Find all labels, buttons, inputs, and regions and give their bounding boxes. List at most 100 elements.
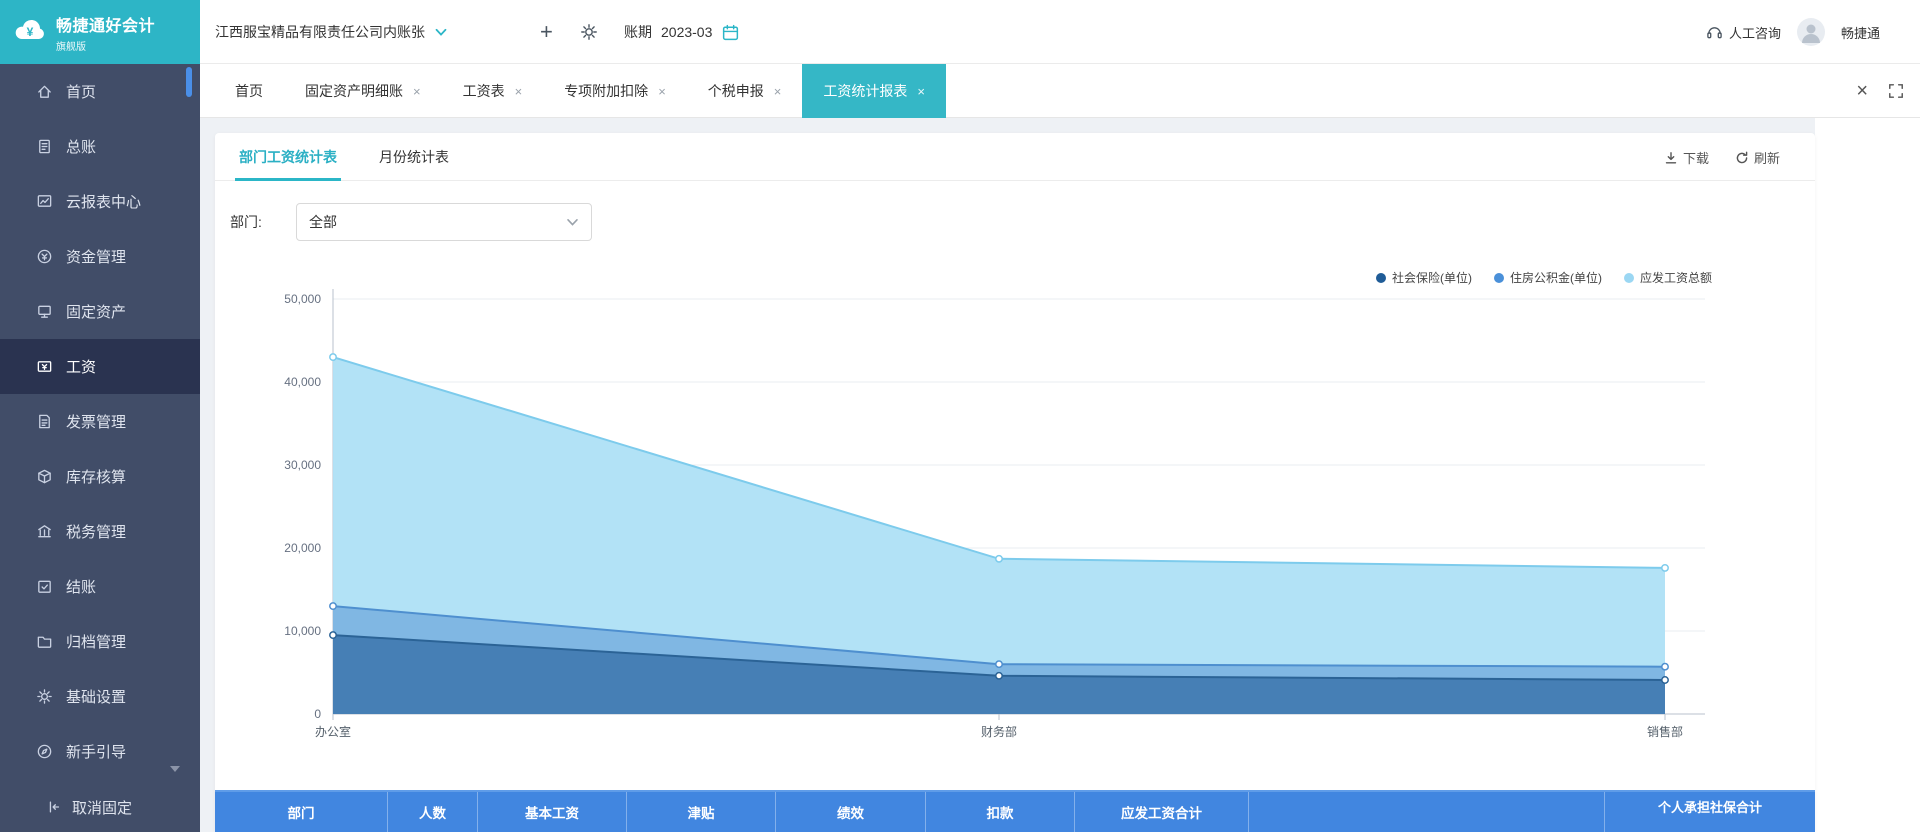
support-button[interactable]: 人工咨询 [1706,23,1781,42]
tab-4[interactable]: 个税申报 × [687,64,803,118]
sidebar-item-salary[interactable]: 工资 [0,339,200,394]
sidebar-item-home[interactable]: 首页 [0,64,200,119]
legend-label: 住房公积金(单位) [1509,271,1602,285]
tab-label: 工资表 [462,83,505,99]
tab-close-icon[interactable]: × [917,83,925,99]
chevron-down-icon [435,28,447,37]
legend-item[interactable]: 住房公积金(单位) [1493,269,1602,286]
legend-dot-icon [1623,272,1634,283]
tab-close-icon[interactable]: × [658,83,666,99]
column-header: 绩效 [776,792,926,832]
sidebar-item-label: 基础设置 [66,689,127,706]
subtab-0[interactable]: 部门工资统计表 [235,133,341,181]
tab-label: 首页 [235,83,263,99]
tab-label: 专项附加扣除 [564,83,649,99]
column-spacer [1249,792,1605,832]
unpin-label: 取消固定 [72,799,133,817]
sidebar-item-label: 首页 [66,84,97,101]
avatar[interactable] [1796,18,1825,46]
sidebar-item-fixed-assets[interactable]: 固定资产 [0,284,200,339]
tab-label: 工资统计报表 [823,83,908,99]
sidebar-item-ledger[interactable]: 总账 [0,119,200,174]
legend-dot-icon [1493,272,1504,283]
sidebar-item-label: 云报表中心 [66,194,142,211]
settings-gear-icon[interactable] [580,0,598,64]
sidebar-item-tax[interactable]: 税务管理 [0,504,200,559]
sidebar-item-label: 发票管理 [66,414,127,431]
chevron-down-icon [566,218,579,227]
tab-1[interactable]: 固定资产明细账 × [284,64,442,118]
guide-icon [36,743,53,760]
tab-5[interactable]: 工资统计报表 × [802,64,946,118]
svg-text:40,000: 40,000 [284,375,321,389]
legend-label: 社会保险(单位) [1391,271,1472,285]
legend-item[interactable]: 社会保险(单位) [1375,269,1472,286]
svg-text:30,000: 30,000 [284,458,321,472]
column-header: 基本工资 [478,792,627,832]
sidebar-item-label: 归档管理 [66,634,127,651]
sidebar-scrollbar[interactable] [186,67,192,97]
tab-close-icon[interactable]: × [413,83,421,99]
fixed-assets-icon [36,303,53,320]
sidebar-nav: 首页总账云报表中心资金管理固定资产工资发票管理库存核算 税务管理 结账归档管理基础设… [0,64,200,779]
refresh-button[interactable]: 刷新 [1735,148,1780,167]
column-header-right: 个人承担社保合计 [1657,800,1762,815]
download-button[interactable]: 下载 [1664,148,1709,167]
user-menu[interactable]: 畅捷通 [1840,25,1880,41]
tab-3[interactable]: 专项附加扣除 × [543,64,687,118]
company-selector[interactable]: 江西服宝精品有限责任公司内账张 [215,0,447,64]
subtab-strip: 部门工资统计表 月份统计表 [215,133,1815,181]
sidebar-item-closing[interactable]: 结账 [0,559,200,614]
calendar-icon[interactable] [721,23,740,42]
close-icon[interactable]: × [1856,80,1868,102]
svg-text:0: 0 [314,707,321,721]
inventory-icon [36,468,53,485]
sidebar-item-settings[interactable]: 基础设置 [0,669,200,724]
settings-icon [36,688,53,705]
salary-icon [36,358,53,375]
sidebar-item-label: 工资 [66,359,97,376]
unpin-button[interactable]: 取消固定 [0,790,200,824]
svg-text:销售部: 销售部 [1647,724,1683,739]
tab-close-icon[interactable]: × [514,83,523,99]
sidebar-item-funds[interactable]: 资金管理 [0,229,200,284]
fullscreen-icon[interactable] [1888,83,1904,99]
tab-label: 固定资产明细账 [305,83,403,99]
svg-text:¥: ¥ [27,25,34,39]
ledger-icon [36,138,53,155]
tax-icon [36,523,53,540]
app-logo[interactable]: ¥ 畅捷通好会计 旗舰版 [0,0,200,64]
svg-text:10,000: 10,000 [284,624,321,638]
column-header: 津贴 [627,792,776,832]
sidebar-item-inventory[interactable]: 库存核算 [0,449,200,504]
sidebar-item-label: 资金管理 [66,249,127,266]
legend-dot-icon [1375,272,1386,283]
top-header: 江西服宝精品有限责任公司内账张 + 账期 2023-03 [200,0,1920,64]
svg-text:20,000: 20,000 [284,541,321,555]
sidebar-item-cloud-report[interactable]: 云报表中心 [0,174,200,229]
tab-close-icon[interactable]: × [773,83,782,99]
department-select[interactable]: 全部 [296,203,592,241]
tab-2[interactable]: 工资表 × [442,64,544,118]
legend-label: 应发工资总额 [1639,271,1712,285]
sidebar-scroll-caret-icon[interactable] [170,766,180,772]
column-header: 扣款 [926,792,1075,832]
sidebar-item-invoice[interactable]: 发票管理 [0,394,200,449]
subtab-1[interactable]: 月份统计表 [379,148,449,165]
unpin-icon [46,799,62,815]
legend-item[interactable]: 应发工资总额 [1623,269,1712,286]
company-name: 江西服宝精品有限责任公司内账张 [215,24,425,40]
headset-icon [1706,24,1723,41]
sidebar-item-label: 固定资产 [66,304,127,321]
sidebar-item-archive[interactable]: 归档管理 [0,614,200,669]
cloud-report-icon [36,193,53,210]
period-value[interactable]: 2023-03 [661,24,713,40]
sidebar-item-guide[interactable]: 新手引导 [0,724,200,779]
refresh-label: 刷新 [1753,151,1780,166]
brand-edition: 旗舰版 [56,41,86,53]
chart-legend: 社会保险(单位) 住房公积金(单位) 应发工资总额 [1375,269,1712,286]
add-account-button[interactable]: + [540,19,553,44]
tab-0[interactable]: 首页 [214,64,284,118]
department-select-value: 全部 [309,214,337,230]
